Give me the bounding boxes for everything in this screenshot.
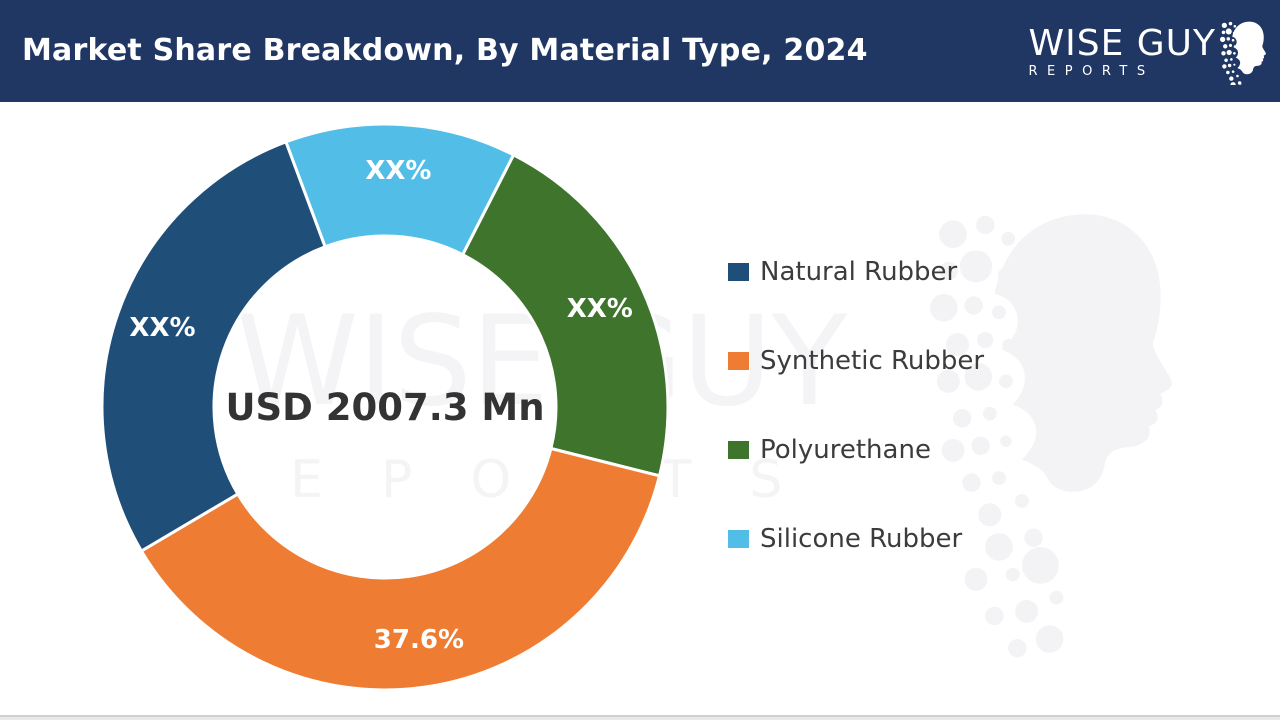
chart-legend: Natural Rubber Synthetic Rubber Polyuret…: [728, 257, 984, 613]
legend-label: Silicone Rubber: [760, 524, 963, 554]
bottom-border: [0, 715, 1280, 720]
logo-wordmark: WISE GUY: [1028, 23, 1216, 64]
legend-item-polyurethane: Polyurethane: [728, 435, 984, 465]
chart-area: WISE GUY REPORTS XX% XX% 37.6% XX% USD 2007.…: [0, 102, 1280, 715]
donut-segment-synthetic-rubber: [139, 447, 661, 692]
donut-center-value: USD 2007.3 Mn: [225, 386, 544, 429]
legend-swatch: [728, 352, 749, 370]
donut-segment-natural-rubber: [100, 140, 327, 553]
legend-swatch: [728, 441, 749, 459]
watermark-subtitle: REPORTS: [196, 450, 841, 510]
slice-label-silicone-rubber: XX%: [365, 156, 431, 186]
logo-head-icon: [1220, 21, 1266, 85]
slice-label-polyurethane: XX%: [567, 294, 633, 324]
slice-label-natural-rubber: XX%: [129, 313, 195, 343]
legend-label: Natural Rubber: [760, 257, 958, 287]
legend-label: Synthetic Rubber: [760, 346, 985, 376]
donut-chart: XX% XX% 37.6% XX% USD 2007.3 Mn: [100, 122, 670, 692]
legend-swatch: [728, 263, 749, 281]
legend-swatch: [728, 530, 749, 548]
legend-item-silicone-rubber: Silicone Rubber: [728, 524, 984, 554]
logo-text: WISE GUY REPORTS: [1028, 23, 1217, 79]
slice-label-synthetic-rubber: 37.6%: [374, 625, 464, 655]
wise-guy-reports-logo: WISE GUY REPORTS: [1029, 6, 1269, 98]
legend-label: Polyurethane: [760, 435, 931, 465]
logo-subtitle: REPORTS: [1028, 64, 1155, 79]
legend-item-synthetic-rubber: Synthetic Rubber: [728, 346, 984, 376]
header-bar: Market Share Breakdown, By Material Type…: [0, 0, 1280, 102]
donut-segment-polyurethane: [461, 153, 670, 478]
page-title: Market Share Breakdown, By Material Type…: [22, 33, 868, 68]
legend-item-natural-rubber: Natural Rubber: [728, 257, 984, 287]
